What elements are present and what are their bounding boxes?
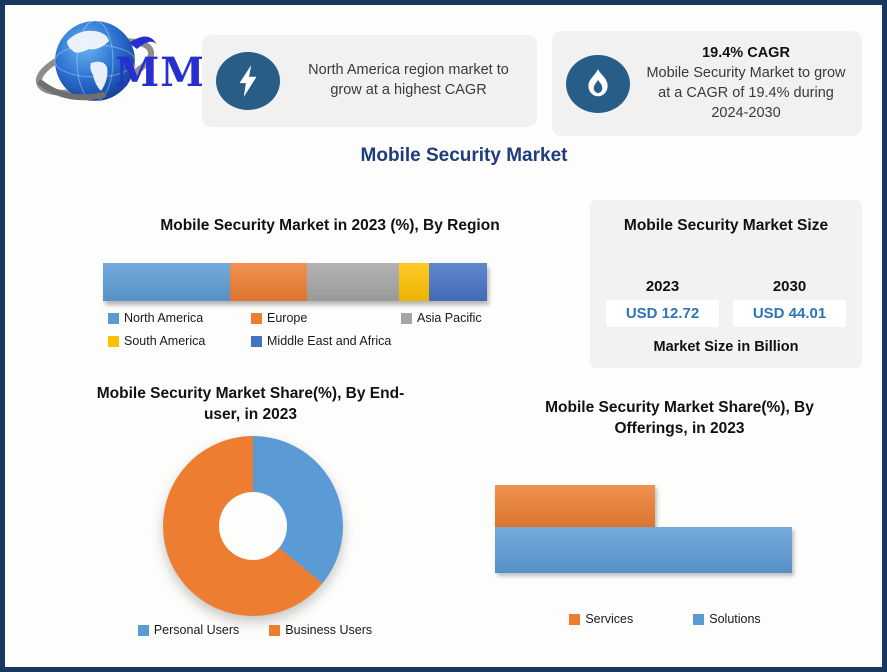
value-chip-2023: USD 12.72 <box>606 300 719 327</box>
offerings-bars <box>495 485 792 573</box>
callout-body: 19.4% CAGR Mobile Security Market to gro… <box>644 44 848 123</box>
legend-item: Europe <box>251 311 307 325</box>
continent-south-america <box>90 61 108 91</box>
year-label: 2030 <box>772 278 807 295</box>
legend-item: Middle East and Africa <box>251 334 391 348</box>
legend-item: North America <box>108 311 203 325</box>
legend-swatch <box>137 624 149 636</box>
legend-swatch <box>269 624 281 636</box>
legend-label: Asia Pacific <box>417 311 482 325</box>
callout-north-america: North America region market to grow at a… <box>202 35 537 127</box>
year-label: 2023 <box>645 278 680 295</box>
offerings-chart-title: Mobile Security Market Share(%), By Offe… <box>545 399 814 437</box>
region-legend: North America Europe Asia Pacific South Ame… <box>108 311 518 348</box>
market-size-col-2030: 2030 USD 44.01 <box>733 278 846 327</box>
legend-swatch <box>108 335 119 347</box>
value-chip-2030: USD 44.01 <box>733 300 846 327</box>
flame-icon <box>566 54 630 113</box>
legend-label: Personal Users <box>153 623 240 637</box>
region-chart-title: Mobile Security Market in 2023 (%), By R… <box>160 217 500 234</box>
page-title: Mobile Security Market <box>360 145 568 166</box>
legend-item: Asia Pacific <box>401 311 482 325</box>
legend-item: Solutions <box>693 612 761 626</box>
swoosh-front <box>38 80 106 101</box>
market-size-columns: 2023 USD 12.72 2030 USD 44.01 <box>606 278 846 327</box>
legend-label: South America <box>124 334 206 348</box>
legend-swatch <box>569 613 581 625</box>
legend-label: Middle East and Africa <box>267 334 392 348</box>
continent-north-america <box>67 30 109 53</box>
enduser-legend: Personal Users Business Users <box>95 623 415 637</box>
legend-item: Business Users <box>269 623 372 637</box>
lightning-icon <box>216 52 280 110</box>
region-segment-0 <box>103 263 230 301</box>
region-segment-2 <box>306 263 399 301</box>
offerings-bar-services <box>495 485 655 527</box>
legend-label: North America <box>124 311 204 325</box>
legend-label: Business Users <box>285 623 373 637</box>
region-segment-3 <box>398 263 430 301</box>
end-user-donut <box>163 436 343 616</box>
legend-swatch <box>108 312 119 324</box>
offerings-bar-solutions <box>495 527 792 573</box>
globe-icon <box>35 20 157 102</box>
cagr-value: 19.4% CAGR <box>702 44 790 61</box>
legend-label: Solutions <box>709 612 761 626</box>
region-segment-4 <box>429 263 487 301</box>
callout-cagr: 19.4% CAGR Mobile Security Market to gro… <box>552 31 862 136</box>
market-size-col-2023: 2023 USD 12.72 <box>606 278 719 327</box>
callout-text: North America region market to grow at a… <box>308 62 509 98</box>
legend-item: South America <box>108 334 205 348</box>
offerings-legend: Services Solutions <box>495 612 835 626</box>
legend-swatch <box>401 312 412 324</box>
legend-label: Services <box>585 612 634 626</box>
market-size-unit: Market Size in Billion <box>653 339 799 355</box>
legend-swatch <box>693 613 705 625</box>
region-stacked-bar <box>103 263 487 301</box>
blue-flick <box>129 36 157 49</box>
legend-item: Personal Users <box>137 623 240 637</box>
legend-swatch <box>251 312 262 324</box>
market-size-title: Mobile Security Market Size <box>623 217 829 234</box>
region-segment-1 <box>229 263 307 301</box>
callout-text: Mobile Security Market to grow at a CAGR… <box>646 65 846 121</box>
legend-label: Europe <box>267 311 308 325</box>
enduser-chart-title: Mobile Security Market Share(%), By End-… <box>96 385 405 423</box>
market-size-panel: Mobile Security Market Size 2023 USD 12.… <box>590 200 862 368</box>
legend-swatch <box>251 335 262 347</box>
legend-item: Services <box>569 612 633 626</box>
